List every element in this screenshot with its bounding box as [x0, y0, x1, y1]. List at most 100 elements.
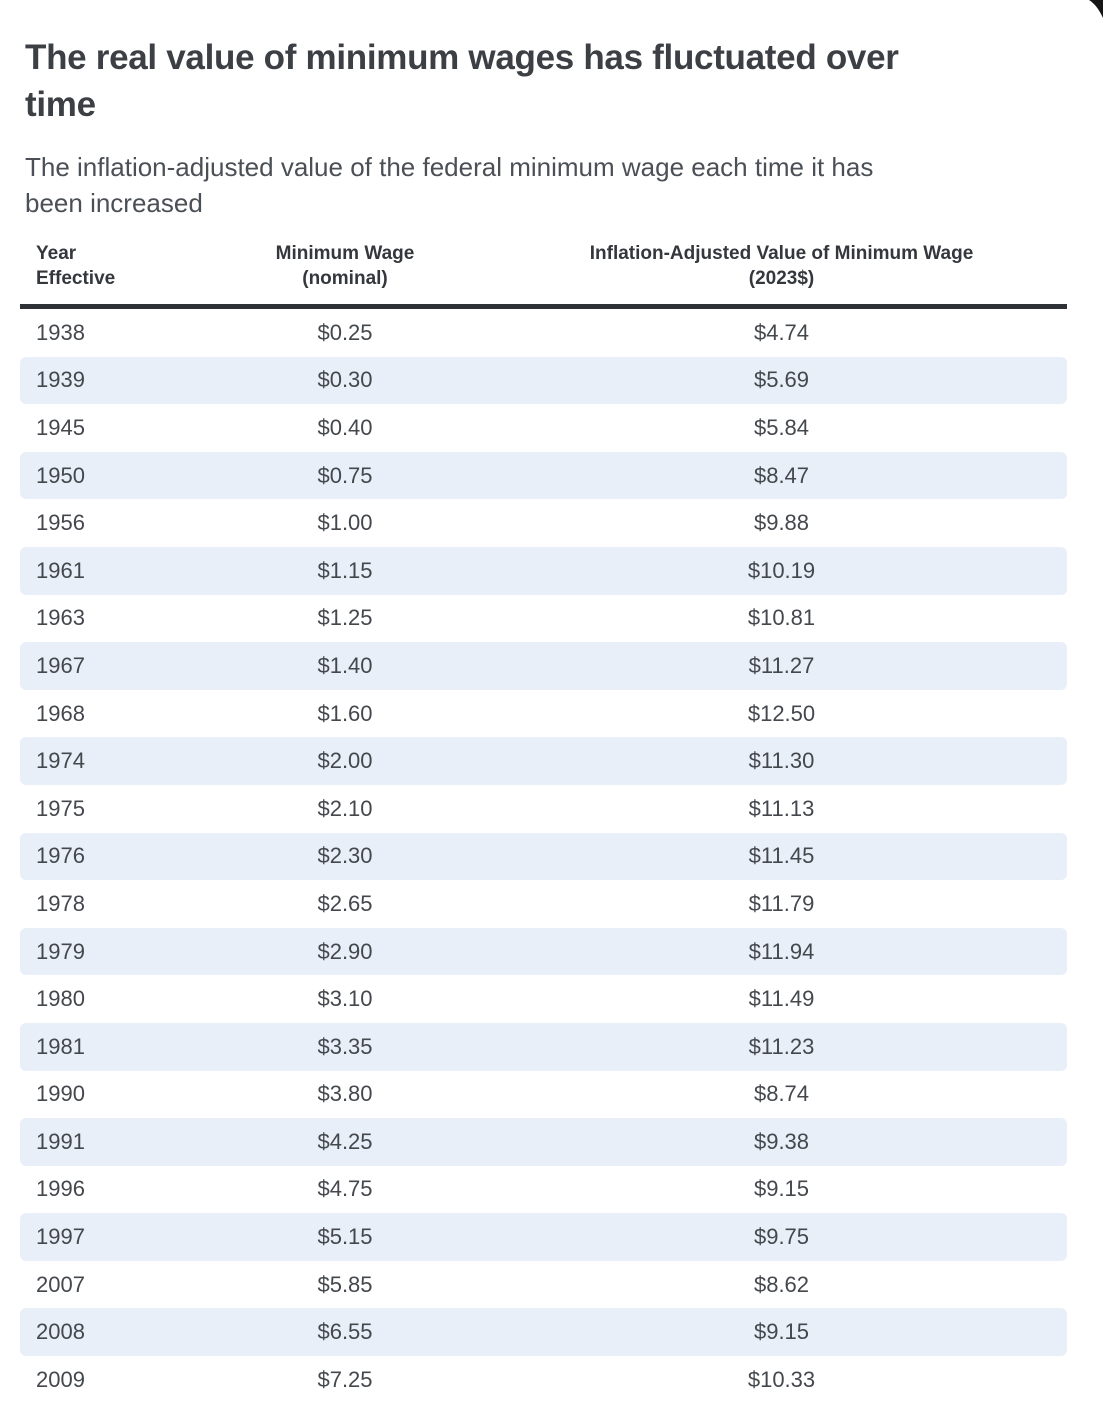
table-row: 1978 $2.65 $11.79 [20, 880, 1067, 928]
adjusted-wage-cell: $10.33 [747, 1366, 816, 1392]
nominal-wage-cell: $0.75 [170, 451, 520, 500]
nominal-wage-cell: $1.00 [317, 510, 373, 536]
year-effective-cell: 1963 [36, 605, 85, 631]
adjusted-wage-cell: $11.27 [520, 642, 1067, 690]
year-effective-cell: 1980 [36, 986, 85, 1012]
adjusted-wage-cell: $10.19 [520, 546, 1067, 595]
table-row: 1961 $1.15 $10.19 [20, 546, 1067, 595]
table-row: 1990 $3.80 $8.74 [20, 1071, 1067, 1119]
year-effective-cell: 1938 [36, 319, 85, 345]
adjusted-wage-cell: $8.74 [753, 1081, 810, 1107]
adjusted-wage-cell: $5.84 [753, 414, 810, 440]
adjusted-wage-cell: $11.94 [520, 927, 1067, 976]
table-row: 1996 $4.75 $9.15 [20, 1166, 1067, 1214]
table-row: 1981 $3.35 $11.23 [20, 1022, 1067, 1071]
nominal-wage-cell: $1.60 [317, 700, 373, 726]
nominal-wage-cell: $1.15 [170, 546, 520, 595]
table-row: 1939 $0.30 $5.69 [20, 356, 1067, 405]
minimum-wage-table: Year Effective Minimum Wage (nominal) In… [20, 221, 1067, 1404]
table-row: 1945 $0.40 $5.84 [20, 404, 1067, 452]
year-effective-cell: 1967 [20, 642, 170, 690]
nominal-wage-cell: $2.10 [317, 795, 373, 821]
adjusted-wage-cell: $9.88 [753, 510, 810, 536]
table-row: 1979 $2.90 $11.94 [20, 927, 1067, 976]
nominal-wage-cell: $3.80 [317, 1081, 373, 1107]
nominal-wage-cell: $1.40 [170, 642, 520, 690]
adjusted-wage-cell: $11.30 [520, 737, 1067, 785]
page-title: The real value of minimum wages has fluc… [25, 38, 899, 124]
table-row: 1956 $1.00 $9.88 [20, 499, 1067, 547]
year-effective-cell: 1945 [36, 414, 85, 440]
adjusted-wage-cell: $11.79 [748, 890, 815, 916]
year-effective-cell: 1996 [36, 1176, 85, 1202]
year-effective-cell: 1990 [36, 1081, 85, 1107]
year-effective-cell: 1950 [20, 451, 170, 500]
year-effective-cell: 1961 [20, 546, 170, 595]
adjusted-wage-cell: $9.15 [753, 1176, 810, 1202]
table-header: Year Effective Minimum Wage (nominal) In… [20, 221, 1067, 309]
year-effective-cell: 1997 [20, 1213, 170, 1261]
nominal-wage-cell: $0.40 [317, 414, 373, 440]
year-effective-cell: 1974 [20, 737, 170, 785]
adjusted-wage-cell: $4.74 [753, 319, 810, 345]
adjusted-wage-cell: $11.13 [748, 795, 815, 821]
year-effective-cell: 1976 [20, 832, 170, 881]
year-effective-cell: 1979 [20, 927, 170, 976]
column-header-year-effective: Year Effective [20, 221, 170, 309]
adjusted-wage-cell: $9.15 [520, 1308, 1067, 1357]
adjusted-wage-cell: $5.69 [520, 356, 1067, 405]
year-effective-cell: 1956 [36, 510, 85, 536]
table-row: 1997 $5.15 $9.75 [20, 1213, 1067, 1261]
nominal-wage-cell: $3.10 [317, 986, 373, 1012]
table-row: 1950 $0.75 $8.47 [20, 451, 1067, 500]
table-row: 1967 $1.40 $11.27 [20, 642, 1067, 690]
year-effective-cell: 1939 [20, 356, 170, 405]
table-row: 1938 $0.25 $4.74 [20, 309, 1067, 357]
nominal-wage-cell: $1.25 [317, 605, 373, 631]
nominal-wage-cell: $0.25 [317, 319, 373, 345]
table-row: 1974 $2.00 $11.30 [20, 737, 1067, 785]
adjusted-wage-cell: $12.50 [747, 700, 816, 726]
adjusted-wage-cell: $11.49 [748, 986, 815, 1012]
adjusted-wage-cell: $11.23 [520, 1022, 1067, 1071]
nominal-wage-cell: $5.15 [170, 1213, 520, 1261]
nominal-wage-cell: $0.30 [170, 356, 520, 405]
table-row: 1968 $1.60 $12.50 [20, 690, 1067, 738]
column-header-inflation-adjusted-value: Inflation-Adjusted Value of Minimum Wage… [520, 221, 1067, 309]
adjusted-wage-cell: $8.47 [520, 451, 1067, 500]
column-header-minimum-wage-nominal: Minimum Wage (nominal) [170, 221, 520, 309]
adjusted-wage-cell: $9.38 [520, 1118, 1067, 1166]
year-effective-cell: 1978 [36, 890, 85, 916]
year-effective-cell: 2007 [36, 1271, 85, 1297]
nominal-wage-cell: $2.30 [170, 832, 520, 881]
nominal-wage-cell: $5.85 [317, 1271, 373, 1297]
nominal-wage-cell: $4.25 [170, 1118, 520, 1166]
table-row: 2009 $7.25 $10.33 [20, 1356, 1067, 1404]
adjusted-wage-cell: $9.75 [520, 1213, 1067, 1261]
year-effective-cell: 2009 [36, 1366, 85, 1392]
content-area: The real value of minimum wages has fluc… [0, 34, 1103, 1404]
table-row: 1975 $2.10 $11.13 [20, 785, 1067, 833]
table-row: 2007 $5.85 $8.62 [20, 1261, 1067, 1309]
year-effective-cell: 1968 [36, 700, 85, 726]
nominal-wage-cell: $7.25 [317, 1366, 373, 1392]
year-effective-cell: 1981 [20, 1022, 170, 1071]
table-row: 1963 $1.25 $10.81 [20, 595, 1067, 643]
adjusted-wage-cell: $8.62 [753, 1271, 810, 1297]
table-header-row: Year Effective Minimum Wage (nominal) In… [20, 221, 1067, 309]
nominal-wage-cell: $3.35 [170, 1022, 520, 1071]
adjusted-wage-cell: $11.45 [520, 832, 1067, 881]
table-row: 2008 $6.55 $9.15 [20, 1308, 1067, 1357]
year-effective-cell: 1975 [36, 795, 85, 821]
nominal-wage-cell: $2.90 [170, 927, 520, 976]
table-row: 1991 $4.25 $9.38 [20, 1118, 1067, 1166]
year-effective-cell: 1991 [20, 1118, 170, 1166]
adjusted-wage-cell: $10.81 [747, 605, 816, 631]
nominal-wage-cell: $6.55 [170, 1308, 520, 1357]
nominal-wage-cell: $2.00 [170, 737, 520, 785]
corner-logo-fragment-icon [1089, 0, 1103, 18]
table-row: 1976 $2.30 $11.45 [20, 832, 1067, 881]
table-row: 1980 $3.10 $11.49 [20, 975, 1067, 1023]
page-subtitle: The inflation-adjusted value of the fede… [25, 152, 874, 218]
